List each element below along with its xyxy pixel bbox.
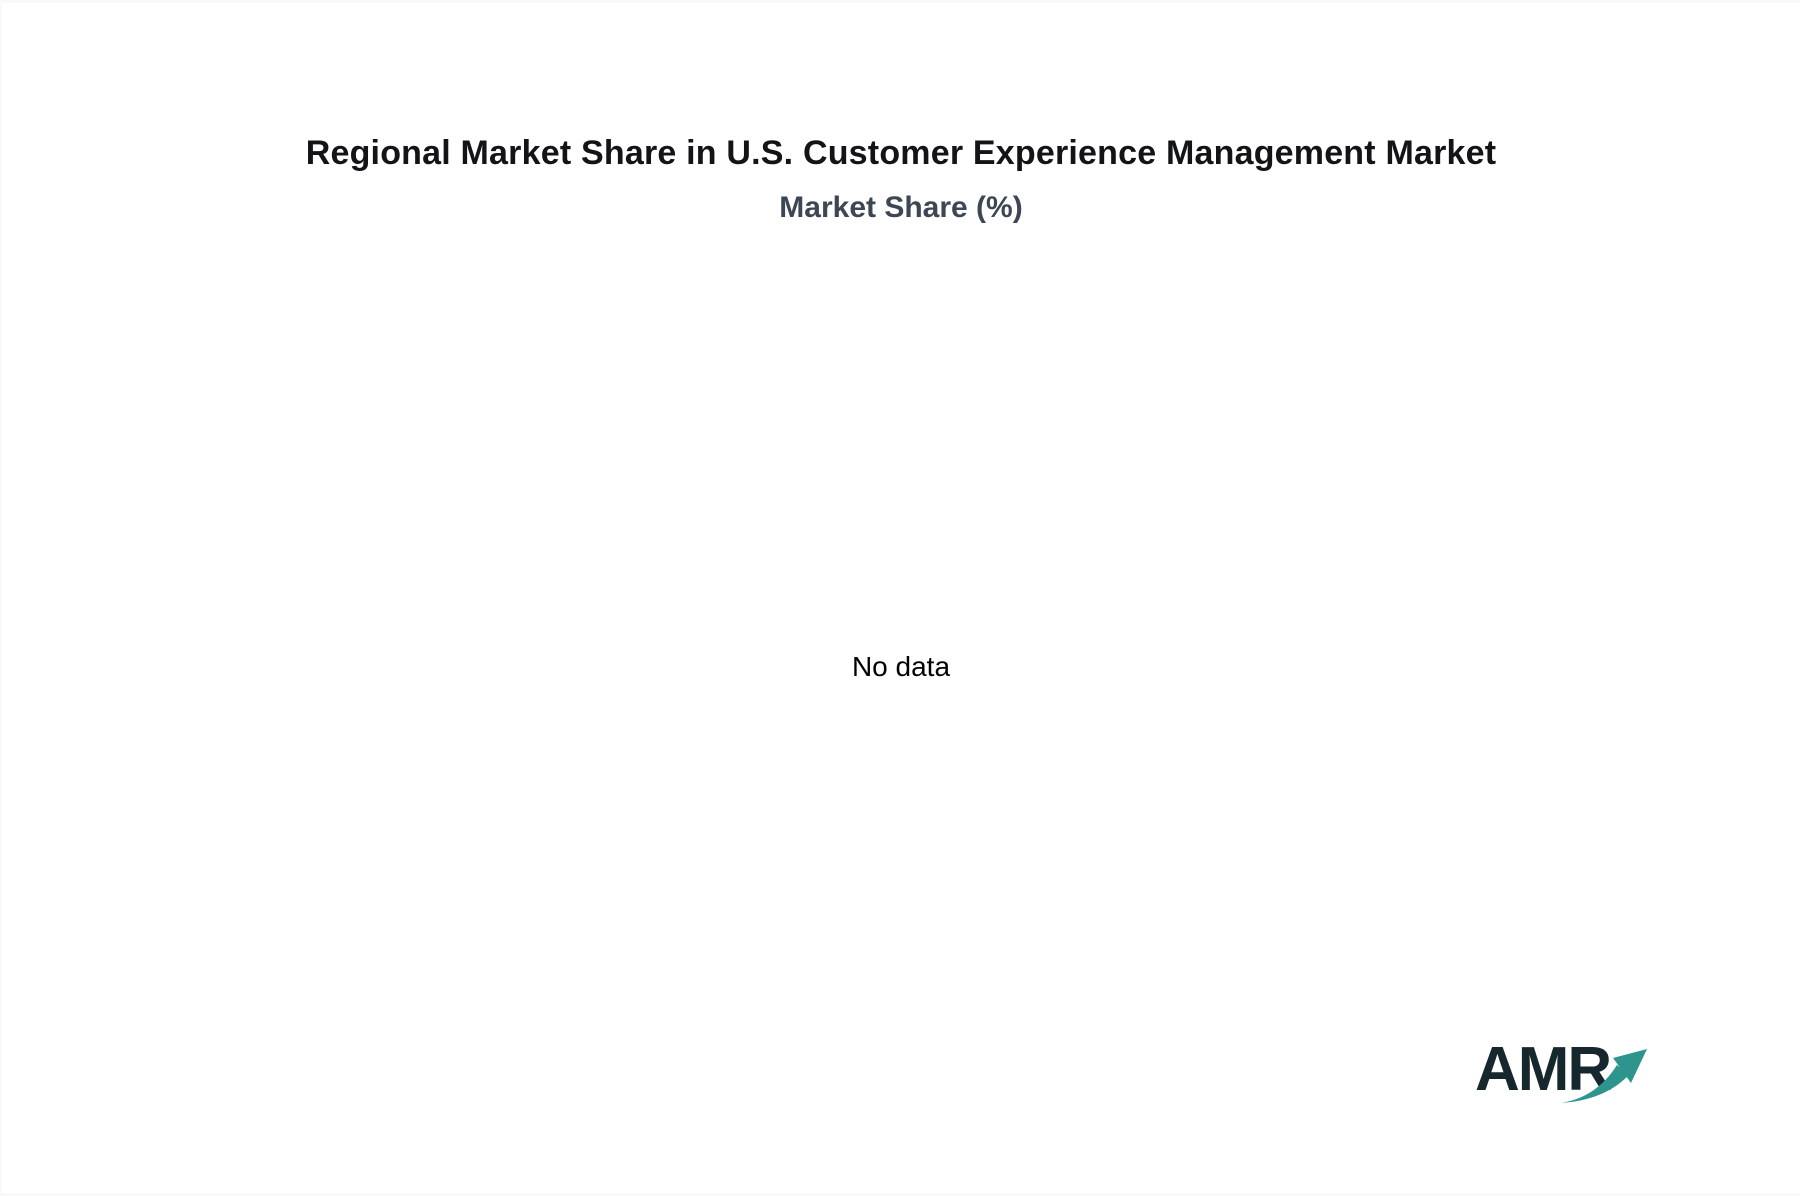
amr-logo: AMR (1475, 1039, 1655, 1109)
chart-title: Regional Market Share in U.S. Customer E… (305, 134, 1497, 172)
no-data-message: No data (851, 651, 951, 682)
chart-card: Regional Market Share in U.S. Customer E… (2, 3, 1800, 1193)
trend-up-arrow-icon (1559, 1047, 1651, 1105)
chart-subtitle: Market Share (%) (779, 191, 1023, 224)
amr-logo-text: AMR (1475, 1035, 1612, 1104)
